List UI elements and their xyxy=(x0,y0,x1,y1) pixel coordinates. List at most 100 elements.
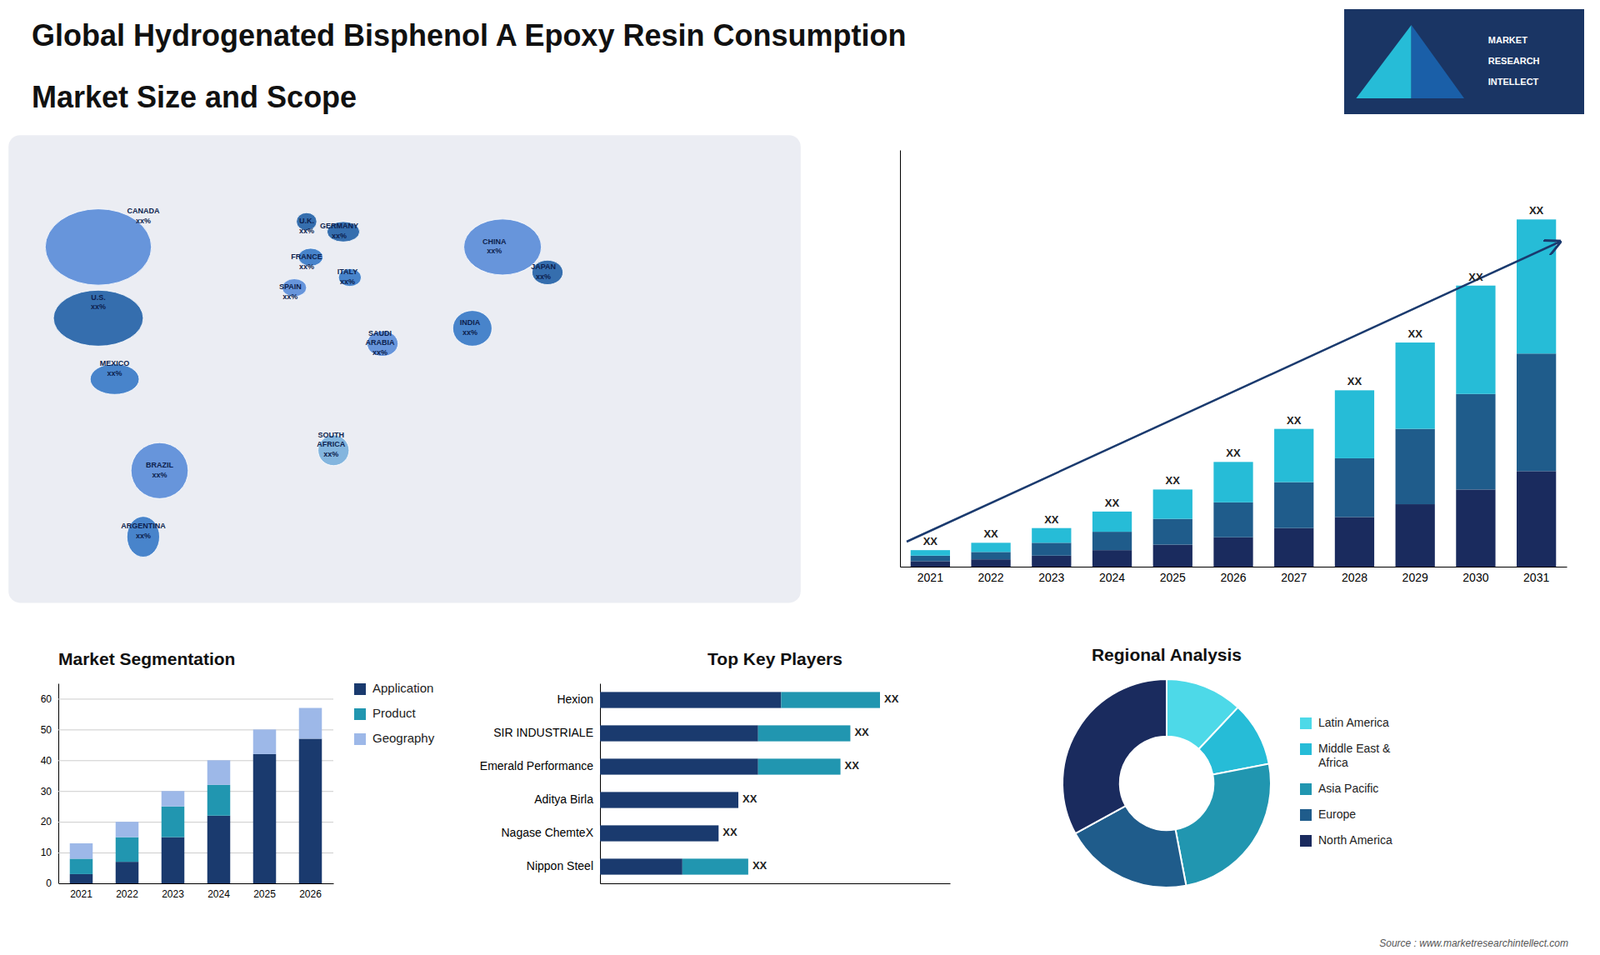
bar xyxy=(1274,482,1314,529)
bar xyxy=(1395,429,1435,505)
bar xyxy=(1335,458,1375,518)
data-label: XX xyxy=(845,759,860,772)
axis-line xyxy=(58,684,60,885)
bar xyxy=(600,858,683,875)
country-shape xyxy=(45,209,151,286)
grid-line xyxy=(58,852,334,854)
text-line: Asia Pacific xyxy=(1318,781,1379,795)
text-line: xx% xyxy=(90,303,106,312)
bar xyxy=(161,806,185,838)
tick-label: 2031 xyxy=(1523,570,1550,585)
data-label: XX xyxy=(1044,513,1060,526)
bar xyxy=(207,760,231,785)
legend-swatch xyxy=(1300,835,1312,847)
data-label: XX xyxy=(1347,375,1363,388)
tick-label: 2027 xyxy=(1280,570,1307,585)
bar xyxy=(1031,555,1071,567)
tick-label: Nippon Steel xyxy=(526,859,594,873)
tick-label: 2026 xyxy=(299,888,322,900)
text-line: ARGENTINA xyxy=(120,522,166,531)
bar xyxy=(1213,461,1253,503)
country-label: BRAZILxx% xyxy=(145,460,174,480)
text-line: MEXICO xyxy=(100,359,130,368)
text-line: xx% xyxy=(151,470,167,480)
logo-background xyxy=(1344,9,1585,115)
data-label: XX xyxy=(742,792,758,805)
tick-label: 2025 xyxy=(1160,570,1186,585)
bar xyxy=(738,791,740,808)
bar xyxy=(1274,528,1314,567)
tick-label: 2024 xyxy=(1099,570,1125,585)
bar xyxy=(1395,504,1435,567)
map: CANADAxx%U.S.xx%MEXICOxx%BRAZILxx%ARGENT… xyxy=(8,135,801,603)
bar xyxy=(207,815,231,884)
text-line: Middle East & xyxy=(1318,741,1391,755)
bar xyxy=(1395,342,1435,430)
tick: 30 xyxy=(40,785,334,798)
text-line: U.S. xyxy=(90,293,106,302)
tick: Hexion xyxy=(556,692,600,706)
logo-text: MARKET xyxy=(1488,35,1528,45)
tick-label: 40 xyxy=(40,755,53,767)
bar xyxy=(1516,353,1556,471)
bar xyxy=(910,550,950,556)
tick-label: 2026 xyxy=(1220,570,1246,585)
bar xyxy=(600,791,739,808)
text-line: xx% xyxy=(299,262,315,271)
country-label: FRANCExx% xyxy=(290,252,323,271)
legend-label: Geography xyxy=(372,730,435,745)
legend-label: Asia Pacific xyxy=(1318,781,1379,795)
tick: Emerald Performance xyxy=(480,759,600,773)
bar xyxy=(970,551,1010,560)
trend-arrow xyxy=(906,241,1560,542)
bars xyxy=(600,691,880,875)
bar xyxy=(1153,489,1193,519)
data-label: XX xyxy=(1165,474,1181,487)
bar xyxy=(1092,511,1132,532)
text-line: ITALY xyxy=(337,268,359,277)
grid-line xyxy=(58,883,334,885)
grid-line xyxy=(58,729,334,730)
legend-label: Middle East &Africa xyxy=(1318,741,1391,770)
value-axis xyxy=(900,150,901,568)
text-line: xx% xyxy=(535,272,551,281)
tick-label: 30 xyxy=(40,785,53,798)
country-label: ARGENTINAxx% xyxy=(120,522,166,541)
chart-title: Top Key Players xyxy=(707,649,843,669)
legend-label: Latin America xyxy=(1318,715,1390,730)
tick: 2028 xyxy=(1341,566,1368,585)
tick-label: Hexion xyxy=(556,692,594,706)
text-line: xx% xyxy=(462,328,478,337)
legend-swatch xyxy=(354,733,366,745)
bar xyxy=(910,560,950,567)
tick: 40 xyxy=(40,755,334,767)
logo: MARKETRESEARCHINTELLECT xyxy=(1344,9,1585,115)
tick-label: 2021 xyxy=(917,570,944,585)
category-axis: 202120222023202420252026 xyxy=(59,883,335,900)
axis-line xyxy=(600,684,601,885)
country-label: U.K.xx% xyxy=(299,217,315,236)
tick: 2031 xyxy=(1523,566,1550,585)
text-line: ARABIA xyxy=(365,339,395,348)
tick: 2030 xyxy=(1462,566,1489,585)
bar-chart: 0102030405060202120222023202420252026Mar… xyxy=(40,649,435,900)
grid-line xyxy=(58,760,334,761)
tick-label: Aditya Birla xyxy=(534,792,594,806)
text-line: xx% xyxy=(282,293,298,302)
country-label: SAUDIARABIAxx% xyxy=(365,329,395,357)
bar xyxy=(718,825,720,841)
logo-text: RESEARCH xyxy=(1488,55,1540,66)
bar xyxy=(1153,545,1193,567)
chart-title: Market Segmentation xyxy=(58,649,235,669)
legend-label: Europe xyxy=(1318,807,1356,821)
tick: 60 xyxy=(40,693,334,705)
slices xyxy=(1062,679,1271,888)
bar xyxy=(70,874,94,884)
tick: 2026 xyxy=(299,883,322,900)
text-line: xx% xyxy=(299,226,315,235)
legend: Latin America Middle East &Africa Asia Pac… xyxy=(1300,715,1393,847)
bar xyxy=(1153,519,1193,545)
text-line: xx% xyxy=(340,277,355,286)
slice xyxy=(1175,764,1271,886)
country-label: SPAINxx% xyxy=(279,283,302,302)
